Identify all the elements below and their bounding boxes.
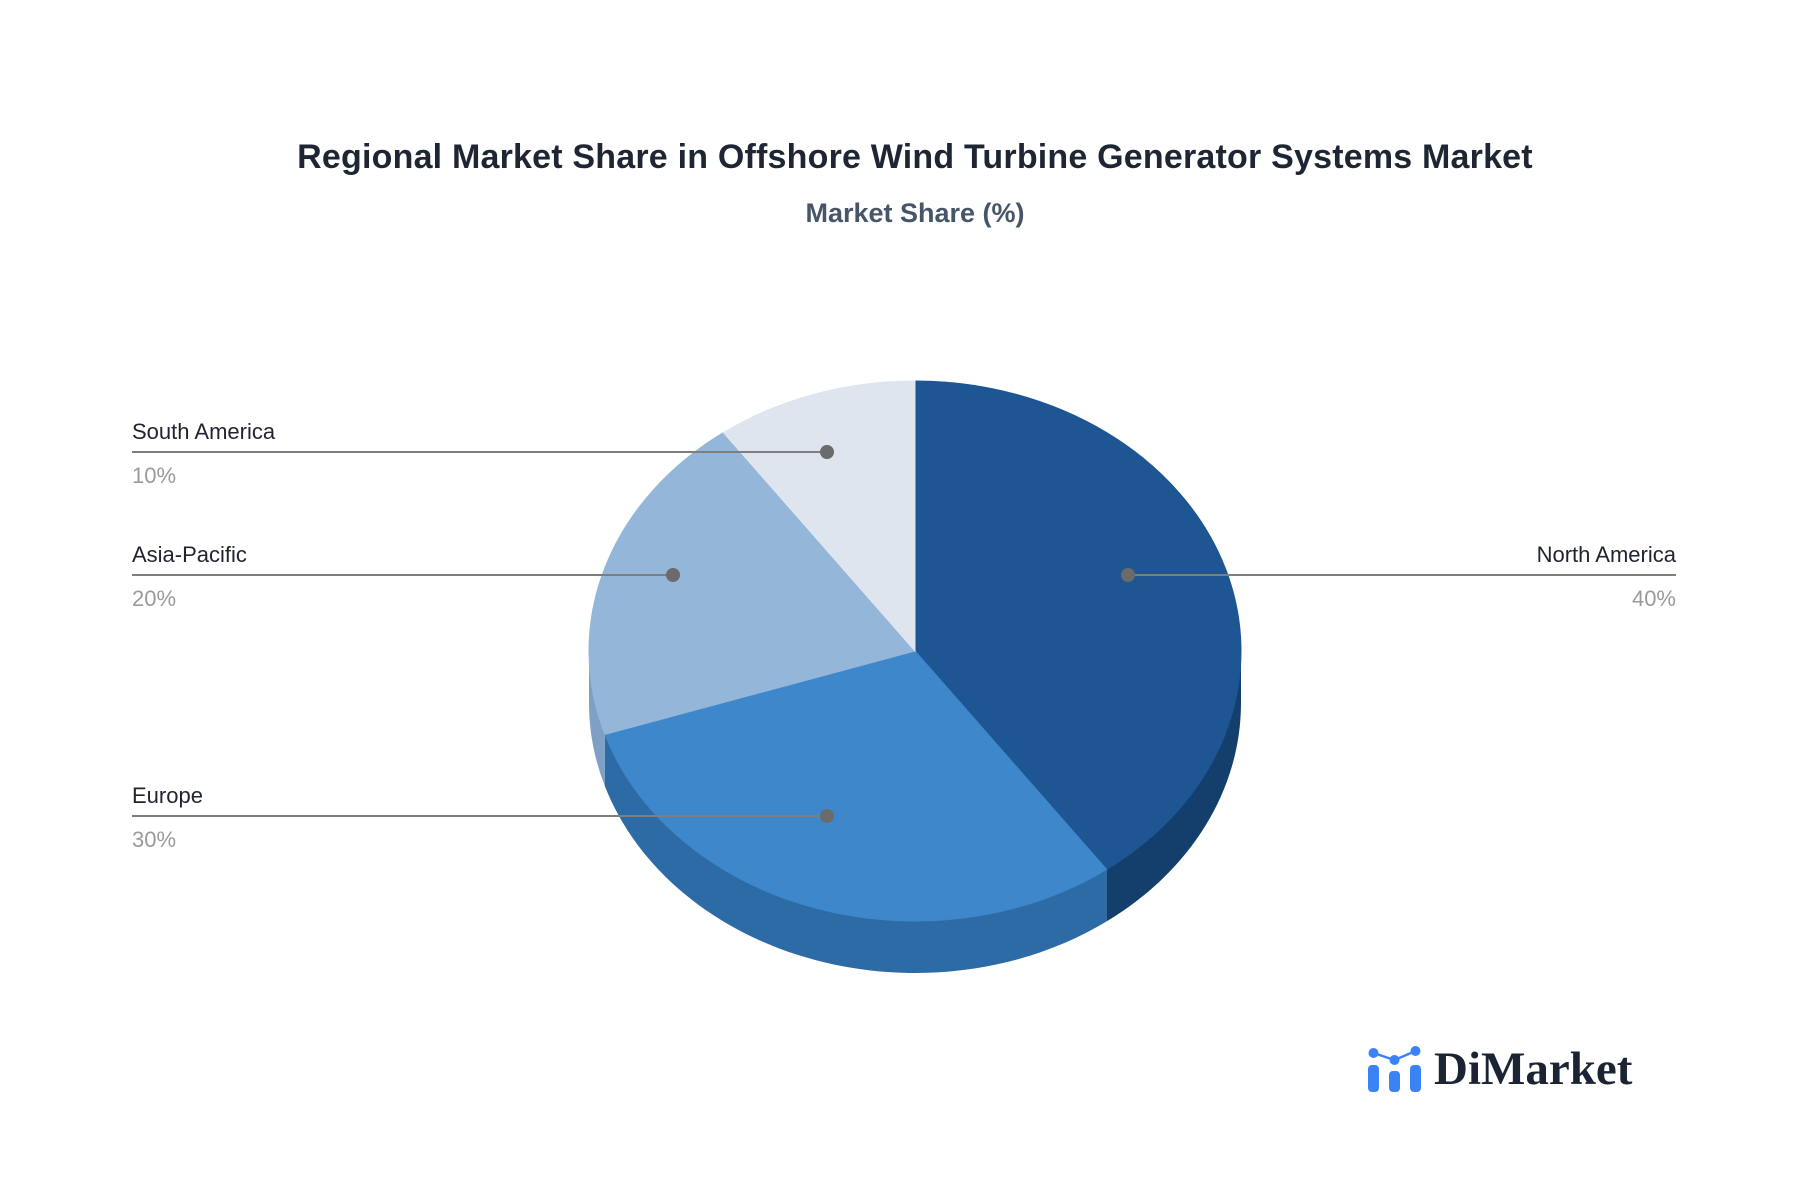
pie-slice-side-asia-pacific xyxy=(589,651,605,787)
pie-slice-south-america[interactable] xyxy=(722,380,916,653)
slice-value-south-america: 10% xyxy=(132,463,177,488)
callout-dot-europe xyxy=(820,809,834,823)
dimarket-logo[interactable]: DiMarket xyxy=(1362,1044,1632,1094)
pie-slice-side-europe xyxy=(604,734,1107,973)
page-title: Regional Market Share in Offshore Wind T… xyxy=(297,138,1533,176)
logo-chart-icon xyxy=(1368,1046,1421,1092)
slice-label-europe: Europe xyxy=(132,783,203,808)
pie-slice-north-america[interactable] xyxy=(914,380,1242,871)
chart-subtitle: Market Share (%) xyxy=(805,198,1025,228)
pie-slice-europe[interactable] xyxy=(604,650,1108,922)
callout-dot-south-america xyxy=(820,445,834,459)
slice-value-europe: 30% xyxy=(132,827,177,852)
pie-slice-asia-pacific[interactable] xyxy=(588,431,916,736)
pie-slice-side-north-america xyxy=(1106,651,1241,922)
slice-label-asia-pacific: Asia-Pacific xyxy=(132,542,247,567)
slice-label-north-america: North America xyxy=(1536,542,1676,567)
slice-value-asia-pacific: 20% xyxy=(132,586,177,611)
callout-dot-asia-pacific xyxy=(666,568,680,582)
slice-label-south-america: South America xyxy=(132,419,276,444)
callout-dot-north-america xyxy=(1121,568,1135,582)
logo-text: DiMarket xyxy=(1434,1043,1633,1095)
slice-value-north-america: 40% xyxy=(1631,586,1676,611)
